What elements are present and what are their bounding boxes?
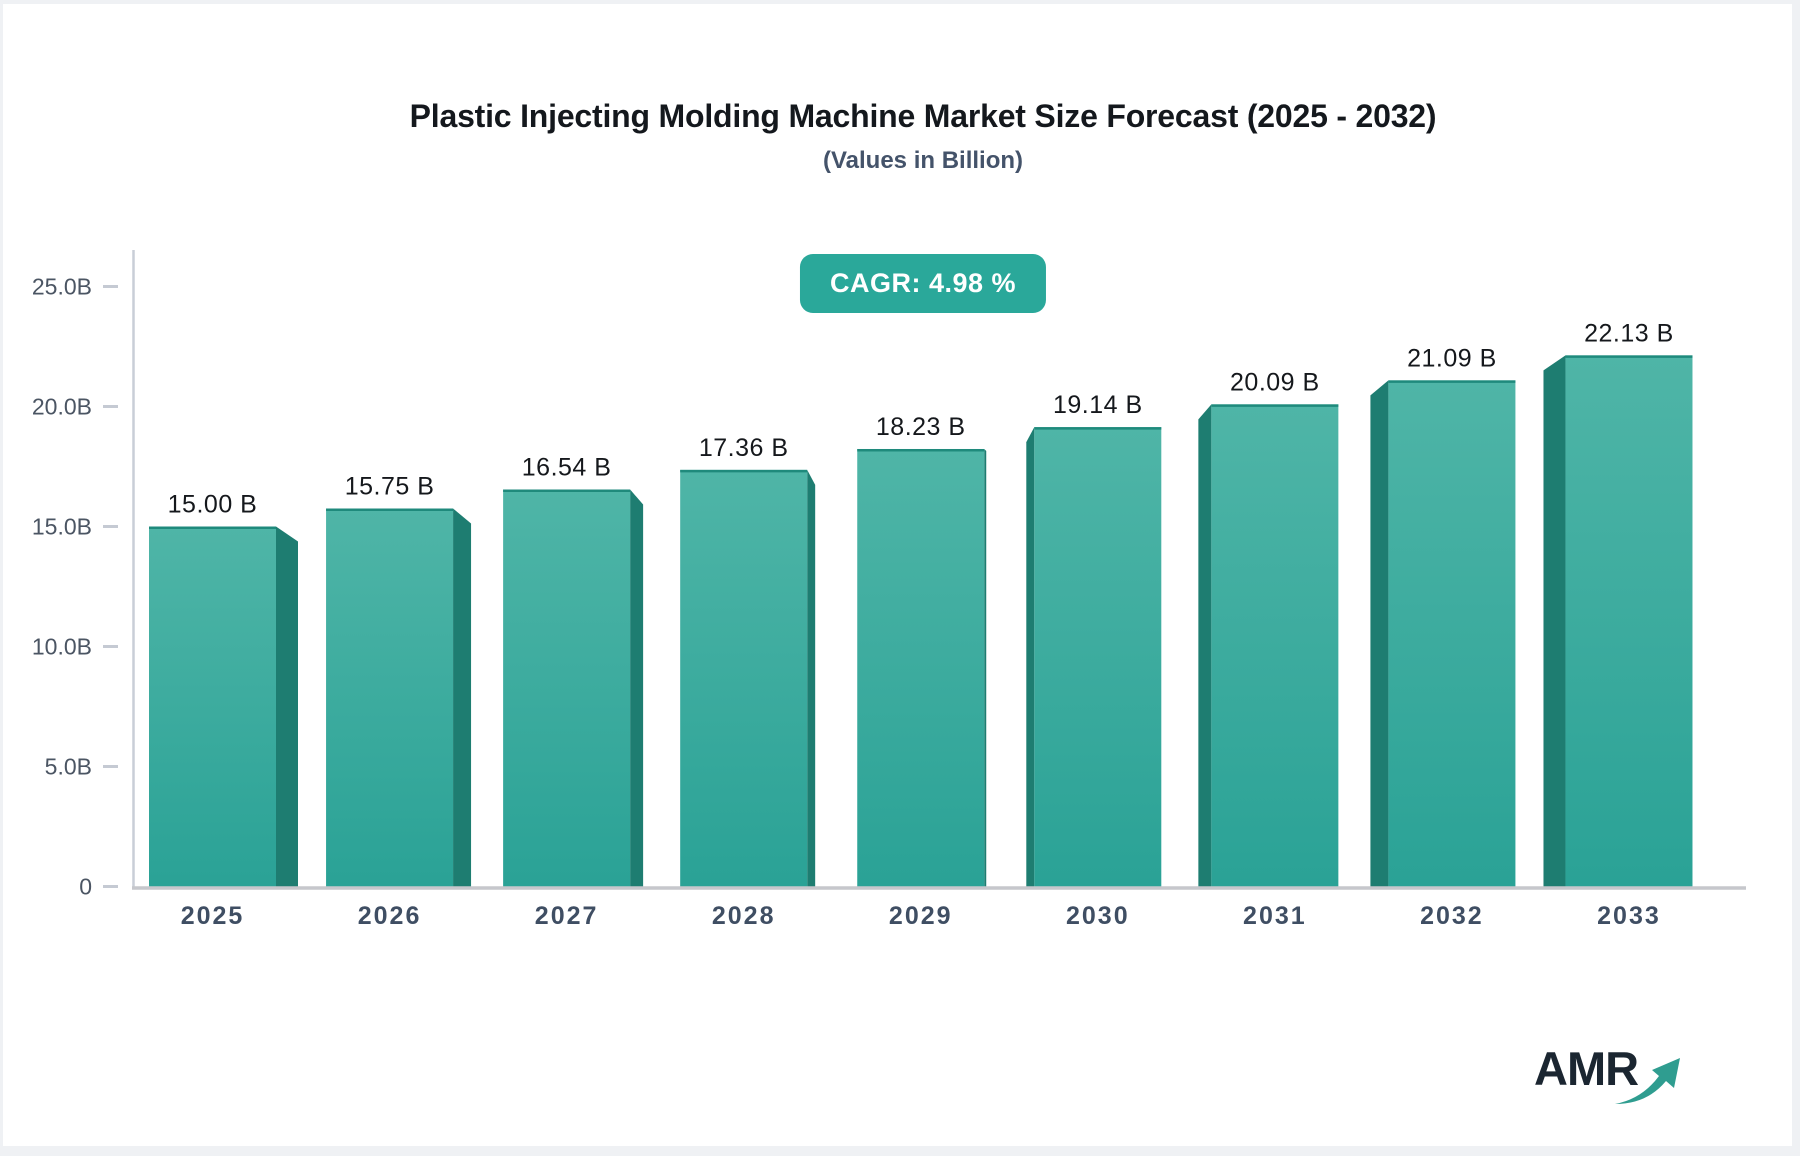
chart-subtitle: (Values in Billion) bbox=[822, 147, 1024, 174]
x-axis-label: 2025 bbox=[181, 902, 245, 930]
bar-value-label: 19.14 B bbox=[1053, 391, 1143, 419]
y-axis-label: 0 bbox=[79, 874, 92, 900]
x-axis-label: 2026 bbox=[358, 902, 422, 930]
bar-value-label: 16.54 B bbox=[522, 454, 612, 482]
bar-value-label: 20.09 B bbox=[1230, 368, 1320, 396]
amr-logo: AMR bbox=[1534, 1044, 1684, 1108]
growth-arrow-icon bbox=[1615, 1058, 1681, 1104]
bar-side-2030 bbox=[1026, 427, 1035, 887]
bar-2026 bbox=[326, 508, 454, 887]
x-axis-label: 2027 bbox=[535, 902, 599, 930]
bar-2027 bbox=[503, 489, 631, 887]
title-block: Plastic Injecting Molding Machine Market… bbox=[410, 97, 1437, 175]
cagr-badge: CAGR: 4.98 % bbox=[799, 254, 1047, 313]
x-axis-label: 2028 bbox=[712, 902, 776, 930]
x-axis-label: 2032 bbox=[1420, 902, 1484, 930]
y-axis-label: 25.0B bbox=[32, 274, 92, 300]
y-axis-label: 10.0B bbox=[32, 634, 92, 660]
bar-2033 bbox=[1565, 355, 1693, 887]
bar-2031 bbox=[1211, 404, 1339, 887]
bar-2030 bbox=[1034, 427, 1162, 887]
bar-value-label: 22.13 B bbox=[1584, 319, 1674, 347]
y-axis-label: 15.0B bbox=[32, 514, 92, 540]
bar-value-label: 15.00 B bbox=[168, 491, 258, 519]
bar-2025 bbox=[149, 526, 276, 887]
bar-value-label: 17.36 B bbox=[699, 434, 789, 462]
bar-2028 bbox=[680, 469, 808, 887]
chart-title: Plastic Injecting Molding Machine Market… bbox=[409, 98, 1437, 134]
bar-side-2029 bbox=[984, 448, 987, 887]
bar-2032 bbox=[1388, 380, 1516, 887]
amr-logo-text: AMR bbox=[1534, 1042, 1639, 1095]
bar-side-2031 bbox=[1198, 404, 1212, 887]
bar-side-2025 bbox=[276, 526, 298, 887]
x-axis-label: 2031 bbox=[1243, 902, 1307, 930]
bar-2029 bbox=[857, 448, 985, 887]
bar-side-2033 bbox=[1543, 355, 1566, 887]
bar-value-label: 21.09 B bbox=[1407, 344, 1497, 372]
y-axis-label: 5.0B bbox=[45, 754, 92, 780]
bar-side-2032 bbox=[1370, 380, 1389, 887]
x-axis-label: 2033 bbox=[1597, 902, 1661, 930]
y-axis-label: 20.0B bbox=[32, 394, 92, 420]
bar-side-2027 bbox=[630, 489, 644, 887]
bar-value-label: 15.75 B bbox=[345, 473, 435, 501]
bar-side-2028 bbox=[807, 469, 816, 887]
x-axis-label: 2030 bbox=[1066, 902, 1130, 930]
x-axis-label: 2029 bbox=[889, 902, 953, 930]
bar-side-2026 bbox=[453, 508, 472, 887]
bar-value-label: 18.23 B bbox=[876, 413, 966, 441]
